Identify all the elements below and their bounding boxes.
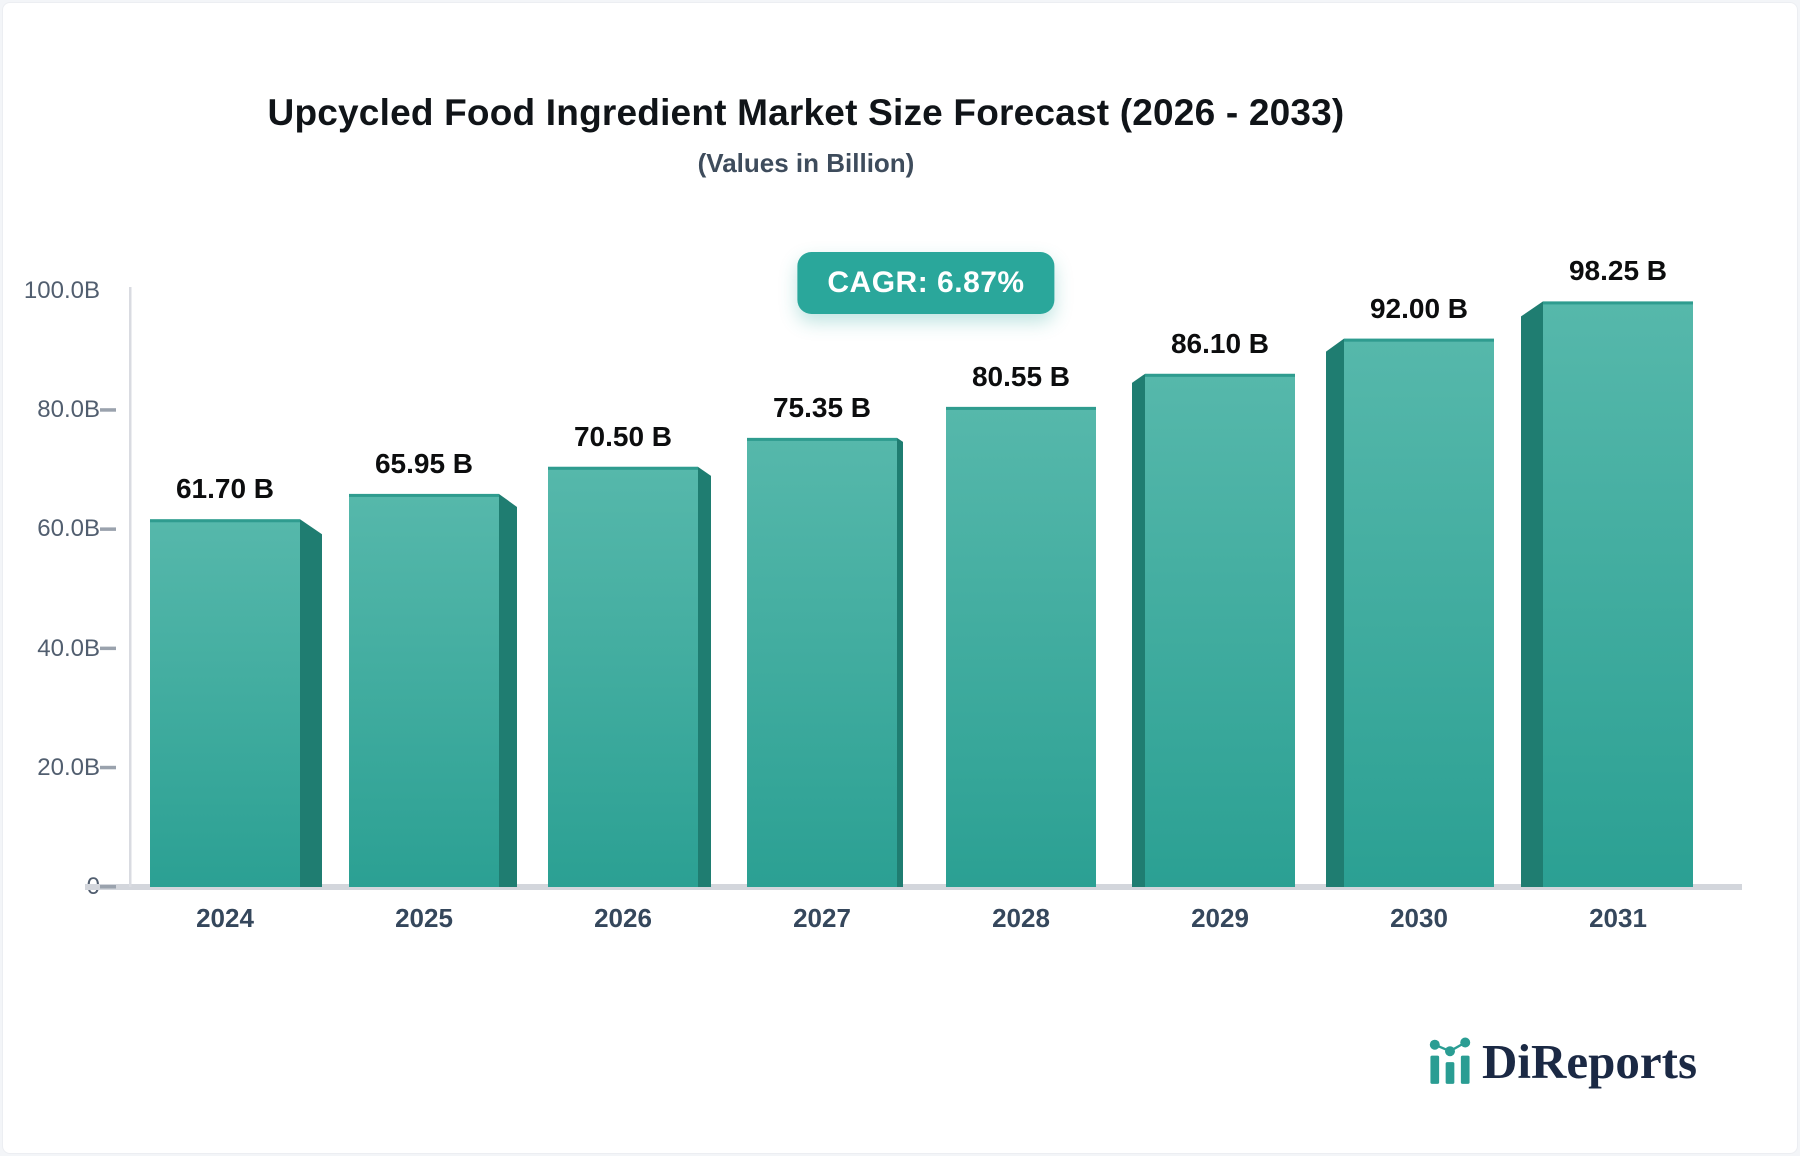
x-axis-tick-label-2027: 2027 <box>793 903 851 933</box>
bar-2024 <box>150 519 300 887</box>
bar-value-label-2031: 98.25 B <box>1568 255 1668 287</box>
x-axis-tick-label-2031: 2031 <box>1589 903 1647 933</box>
bar-value-label-2030: 92.00 B <box>1369 292 1469 324</box>
bar-value-label-2025: 65.95 B <box>374 447 474 479</box>
bar-2028 <box>946 406 1096 887</box>
y-axis-tick-label: 20.0B <box>37 753 100 781</box>
bar-value-label-2027: 75.35 B <box>772 391 872 423</box>
chart-title: Upcycled Food Ingredient Market Size For… <box>267 92 1345 133</box>
y-axis-tick-label: 40.0B <box>37 634 100 662</box>
bar-top-edge-2029 <box>1145 373 1295 377</box>
cagr-badge: CAGR: 6.87% <box>797 252 1055 314</box>
bar-top-edge-2030 <box>1344 338 1494 342</box>
bar-top-edge-2027 <box>747 437 897 441</box>
bar-side-panel-2026 <box>698 466 711 887</box>
y-axis-line <box>129 287 132 887</box>
x-axis-tick-label-2024: 2024 <box>196 903 254 933</box>
brand-name: DiReports <box>1482 1033 1698 1089</box>
bar-side-panel-2029 <box>1132 373 1145 887</box>
bar-value-label-2024: 61.70 B <box>175 473 275 505</box>
chart-header: Upcycled Food Ingredient Market Size For… <box>0 92 1612 179</box>
x-axis-line <box>85 884 1742 890</box>
y-tick-mark <box>100 765 116 770</box>
bar-2029 <box>1145 373 1295 887</box>
bar-2027 <box>747 437 897 887</box>
bar-2031 <box>1543 301 1693 887</box>
bar-value-label-2029: 86.10 B <box>1170 327 1270 359</box>
bar-top-edge-2031 <box>1543 301 1693 305</box>
x-axis-tick-label-2028: 2028 <box>992 903 1050 933</box>
y-axis-tick-label: 80.0B <box>37 396 100 424</box>
y-tick-mark <box>100 646 116 651</box>
bar-value-label-2026: 70.50 B <box>573 420 673 452</box>
brand-logo: DiReports <box>1428 1036 1697 1086</box>
x-axis-tick-label-2030: 2030 <box>1390 903 1448 933</box>
x-axis-tick-label-2026: 2026 <box>594 903 652 933</box>
bar-value-label-2028: 80.55 B <box>971 360 1071 392</box>
mini-bar-line-chart-icon <box>1429 1037 1471 1084</box>
bar-top-edge-2026 <box>548 466 698 470</box>
x-axis-tick-label-2029: 2029 <box>1191 903 1249 933</box>
bar-2025 <box>349 493 499 887</box>
bar-side-panel-2027 <box>897 437 903 887</box>
chart-subtitle: (Values in Billion) <box>697 148 915 178</box>
bar-side-panel-2024 <box>300 519 322 887</box>
y-tick-mark <box>100 408 116 412</box>
bar-side-panel-2030 <box>1326 338 1344 887</box>
bar-top-edge-2024 <box>150 519 300 523</box>
y-tick-mark <box>100 885 116 889</box>
bar-side-panel-2031 <box>1521 301 1543 887</box>
bar-side-panel-2025 <box>499 493 517 887</box>
bar-2030 <box>1344 338 1494 887</box>
y-tick-mark <box>100 527 116 531</box>
bar-top-edge-2028 <box>946 406 1096 410</box>
y-axis-tick-label: 100.0B <box>23 277 100 304</box>
x-axis-tick-label-2025: 2025 <box>395 903 453 933</box>
bar-top-edge-2025 <box>349 493 499 497</box>
y-axis-tick-label: 60.0B <box>37 515 100 543</box>
bar-2026 <box>548 466 698 887</box>
